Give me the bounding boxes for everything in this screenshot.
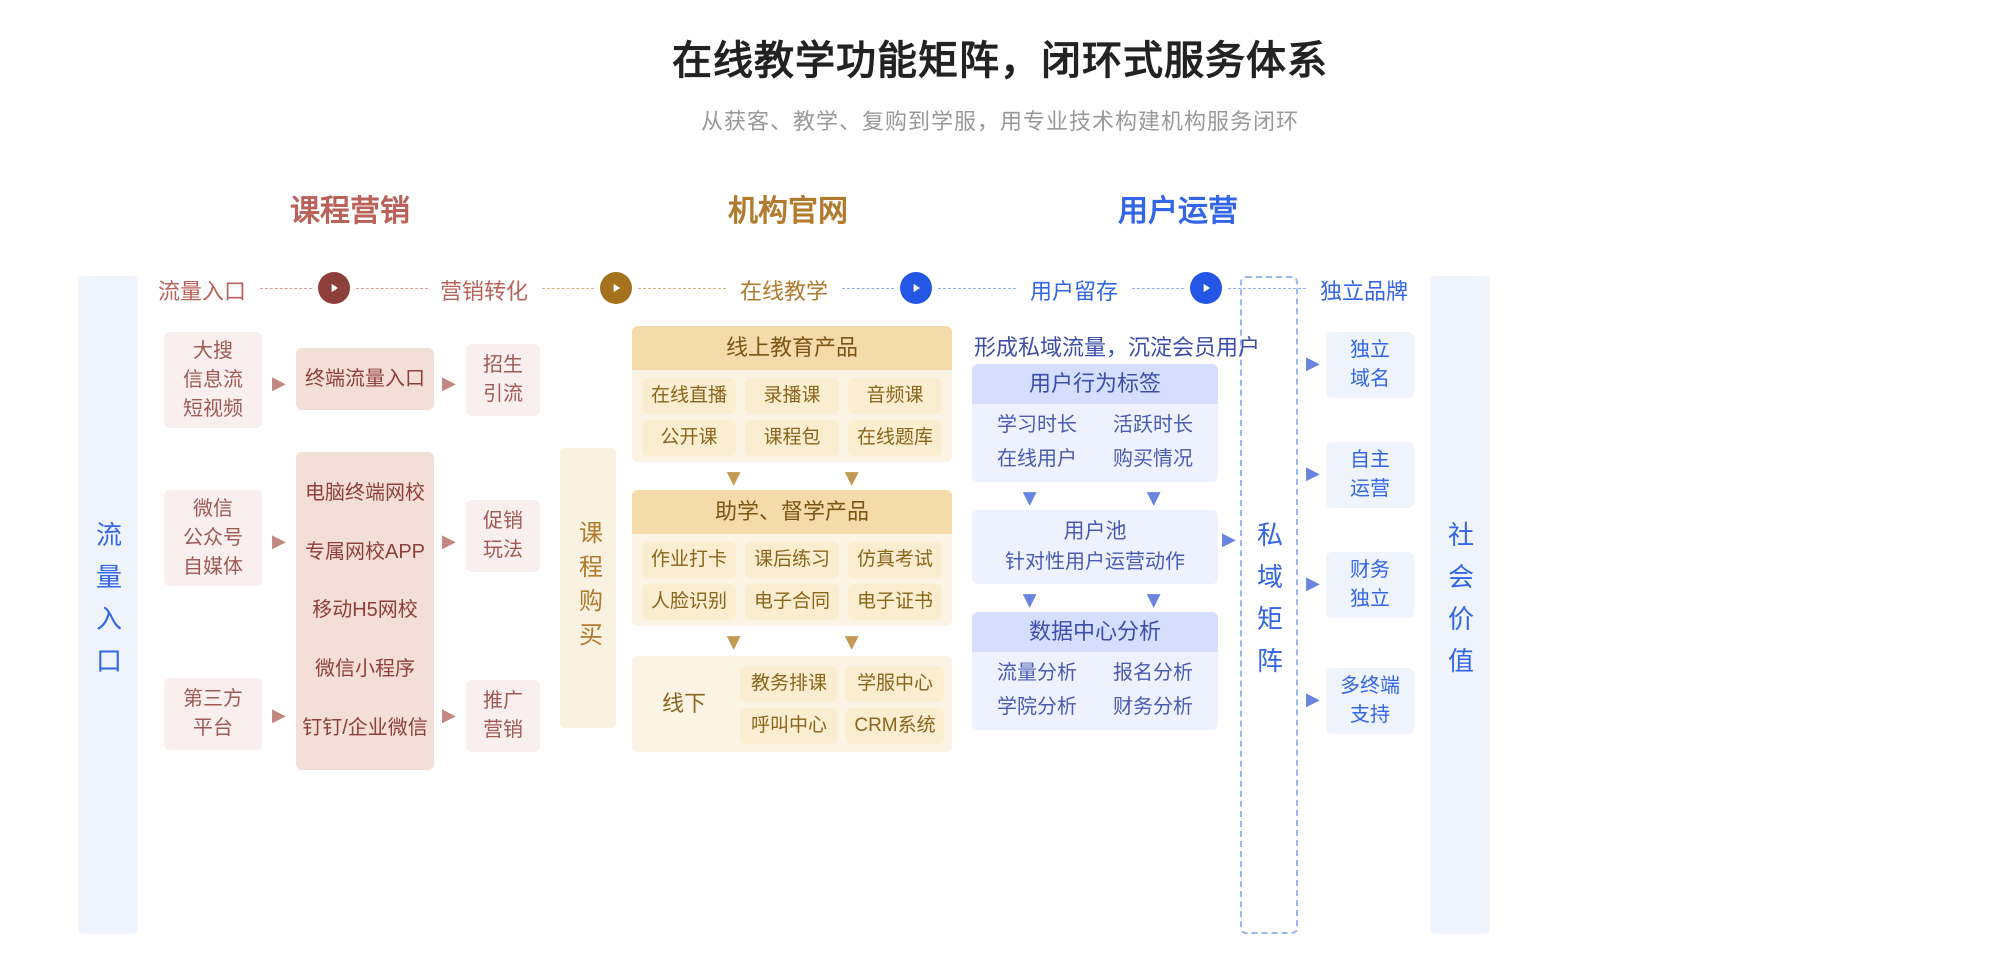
product-cell: 仿真考试 [848,542,942,578]
offline-cell: 学服中心 [846,666,944,702]
product-cell: 课程包 [745,420,839,456]
play-icon [318,272,350,304]
arrow-right-icon: ▶ [1306,690,1320,708]
source-box: 大搜 信息流 短视频 [164,332,262,428]
play-icon [1190,272,1222,304]
tag-cell: 活跃时长 [1098,410,1208,440]
arrow-down-icon: ▶ [726,636,744,650]
study-product-title: 助学、督学产品 [632,490,952,534]
dash-line [1132,288,1184,289]
dash-line [638,288,726,289]
product-cell: 课后练习 [745,542,839,578]
play-icon [900,272,932,304]
data-cell: 报名分析 [1098,658,1208,688]
arrow-right-icon: ▶ [1222,530,1236,548]
terminal-item: 专属网校APP [305,538,425,567]
arrow-right-icon: ▶ [272,706,286,724]
brand-box: 独立 域名 [1326,332,1414,398]
terminal-top: 终端流量入口 [296,348,434,410]
arrow-down-icon: ▶ [844,636,862,650]
arrow-down-icon: ▶ [1146,594,1164,608]
data-cell: 财务分析 [1098,692,1208,722]
dash-line [260,288,312,289]
subheader-conversion: 营销转化 [440,274,528,306]
page-title: 在线教学功能矩阵，闭环式服务体系 [0,28,2000,86]
terminal-item: 微信小程序 [315,655,415,684]
product-cell: 音频课 [848,378,942,414]
subheader-brand: 独立品牌 [1320,274,1408,306]
online-product-title: 线上教育产品 [632,326,952,370]
product-cell: 人脸识别 [642,584,736,620]
terminal-item: 移动H5网校 [312,596,418,625]
source-box: 第三方 平台 [164,678,262,750]
data-cell: 流量分析 [982,658,1092,688]
pool-sub: 针对性用户运营动作 [1005,548,1185,577]
pool-title: 用户池 [1064,517,1127,547]
product-cell: 公开课 [642,420,736,456]
section-marketing: 课程营销 [290,186,410,230]
section-operation: 用户运营 [1118,186,1238,230]
arrow-down-icon: ▶ [1146,492,1164,506]
brand-box: 自主 运营 [1326,442,1414,508]
brand-box: 多终端 支持 [1326,668,1414,734]
arrow-down-icon: ▶ [1022,492,1040,506]
pool-group: 用户池 针对性用户运营动作 [972,510,1218,584]
subheader-teaching: 在线教学 [740,274,828,306]
arrow-right-icon: ▶ [1306,464,1320,482]
arrow-right-icon: ▶ [272,532,286,550]
arrow-right-icon: ▶ [442,532,456,550]
dash-line [356,288,428,289]
play-icon [600,272,632,304]
data-title: 数据中心分析 [972,612,1218,652]
product-cell: 录播课 [745,378,839,414]
page-subtitle: 从获客、教学、复购到学服，用专业技术构建机构服务闭环 [0,104,2000,136]
product-cell: 电子证书 [848,584,942,620]
terminal-item: 电脑终端网校 [305,479,425,508]
arrow-down-icon: ▶ [1022,594,1040,608]
product-cell: 在线直播 [642,378,736,414]
product-cell: 电子合同 [745,584,839,620]
dash-line [842,288,894,289]
arrow-right-icon: ▶ [442,374,456,392]
source-box: 微信 公众号 自媒体 [164,490,262,586]
arrow-right-icon: ▶ [272,374,286,392]
arrow-right-icon: ▶ [1306,574,1320,592]
subheader-traffic: 流量入口 [158,274,246,306]
arrow-down-icon: ▶ [844,472,862,486]
tag-cell: 在线用户 [982,444,1092,474]
convert-box: 招生 引流 [466,344,540,416]
subheader-retention: 用户留存 [1030,274,1118,306]
arrow-right-icon: ▶ [1306,354,1320,372]
brand-box: 财务 独立 [1326,552,1414,618]
arrow-down-icon: ▶ [726,472,744,486]
retention-note: 形成私域流量，沉淀会员用户 [974,330,1260,362]
offline-label: 线下 [638,656,730,752]
tag-title: 用户行为标签 [972,364,1218,404]
offline-cell: CRM系统 [846,708,944,744]
offline-cell: 教务排课 [740,666,838,702]
section-website: 机构官网 [728,186,848,230]
offline-cell: 呼叫中心 [740,708,838,744]
pillar-course-buy: 课程购买 [560,448,616,728]
product-cell: 在线题库 [848,420,942,456]
convert-box: 促销 玩法 [466,500,540,572]
terminal-item: 钉钉/企业微信 [302,714,428,743]
convert-box: 推广 营销 [466,680,540,752]
data-cell: 学院分析 [982,692,1092,722]
pillar-traffic-entry: 流量入口 [78,276,138,934]
dash-line [542,288,594,289]
tag-cell: 购买情况 [1098,444,1208,474]
product-cell: 作业打卡 [642,542,736,578]
arrow-right-icon: ▶ [442,706,456,724]
tag-cell: 学习时长 [982,410,1092,440]
pillar-social-value: 社会价值 [1430,276,1490,934]
terminal-list: 电脑终端网校 专属网校APP 移动H5网校 微信小程序 钉钉/企业微信 [296,452,434,770]
pillar-private-matrix: 私域矩阵 [1240,276,1298,934]
dash-line [938,288,1016,289]
